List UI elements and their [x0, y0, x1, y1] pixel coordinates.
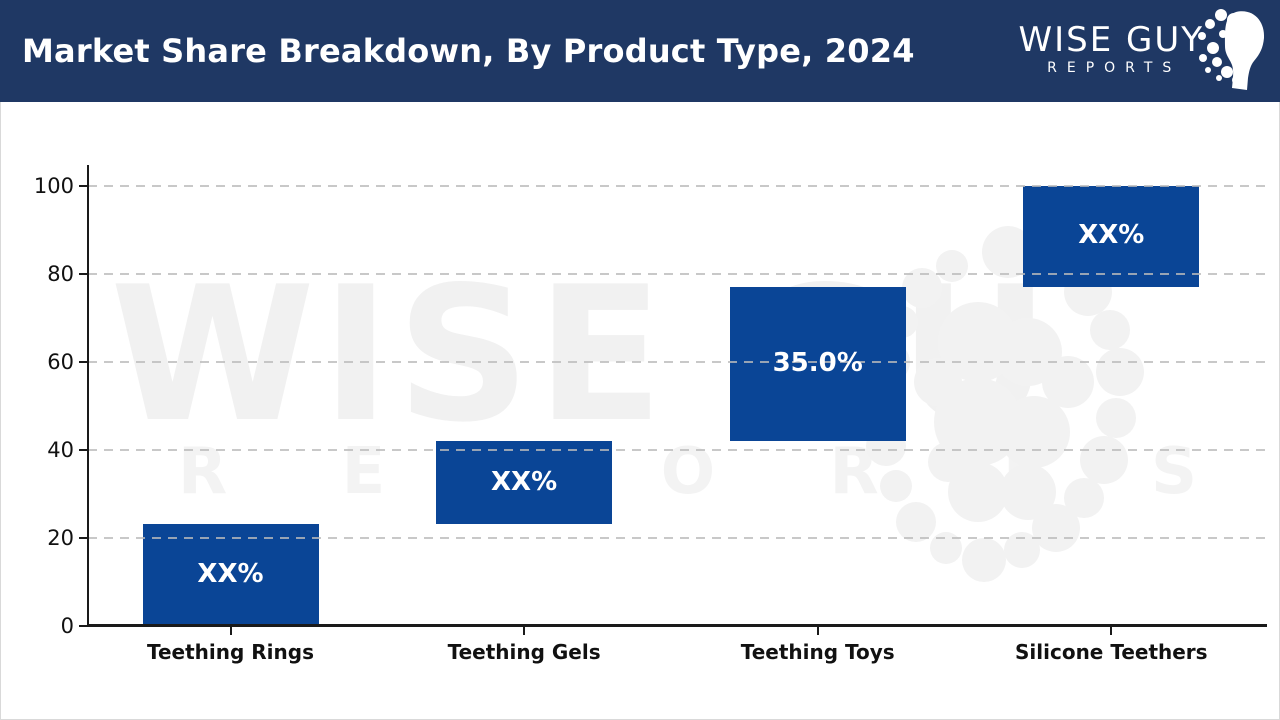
y-tick-label-0: 0	[60, 613, 74, 638]
bar-silicone-teethers	[1023, 185, 1200, 287]
brand-logo-secondary: REPORTS	[1047, 60, 1182, 76]
x-tick-label-teething-toys: Teething Toys	[740, 640, 895, 664]
y-tick-label-20: 20	[47, 525, 74, 550]
gridline-40	[88, 448, 1266, 451]
bar-label-teething-rings: XX%	[197, 558, 264, 589]
bar-teething-toys	[729, 286, 906, 441]
brand-logo: WISE GUY REPORTS	[1016, 0, 1266, 102]
x-tick-label-silicone-teethers: Silicone Teethers	[1015, 640, 1208, 664]
bar-label-teething-toys: 35.0%	[772, 347, 863, 378]
x-tick-silicone-teethers	[1110, 626, 1113, 635]
x-tick-label-teething-rings: Teething Rings	[146, 640, 314, 664]
x-tick-teething-gels	[523, 626, 526, 635]
x-tick-teething-rings	[229, 626, 232, 635]
y-tick-60	[79, 360, 88, 363]
y-tick-80	[79, 272, 88, 275]
page-title: Market Share Breakdown, By Product Type,…	[22, 32, 915, 70]
x-tick-teething-toys	[816, 626, 819, 635]
header-bar: Market Share Breakdown, By Product Type,…	[0, 0, 1280, 102]
logo-head-icon	[1198, 9, 1265, 90]
y-tick-label-60: 60	[47, 349, 74, 374]
y-tick-20	[79, 536, 88, 539]
x-tick-label-teething-gels: Teething Gels	[447, 640, 601, 664]
y-tick-label-80: 80	[47, 261, 74, 286]
gridline-100	[88, 184, 1266, 187]
bar-label-teething-gels: XX%	[491, 466, 558, 497]
y-tick-40	[79, 448, 88, 451]
gridline-60	[88, 360, 1266, 363]
gridline-20	[88, 536, 1266, 539]
bar-teething-gels	[436, 440, 613, 525]
y-axis-line	[87, 165, 89, 627]
brand-logo-text: WISE GUY REPORTS	[1018, 22, 1204, 76]
y-tick-100	[79, 184, 88, 187]
bar-teething-rings	[142, 524, 319, 626]
gridline-80	[88, 272, 1266, 275]
brand-logo-primary: WISE GUY	[1018, 20, 1204, 60]
y-tick-label-40: 40	[47, 437, 74, 462]
y-tick-label-100: 100	[33, 173, 74, 198]
y-tick-0	[79, 624, 88, 627]
x-axis-line	[87, 624, 1267, 627]
bar-label-silicone-teethers: XX%	[1078, 220, 1145, 251]
